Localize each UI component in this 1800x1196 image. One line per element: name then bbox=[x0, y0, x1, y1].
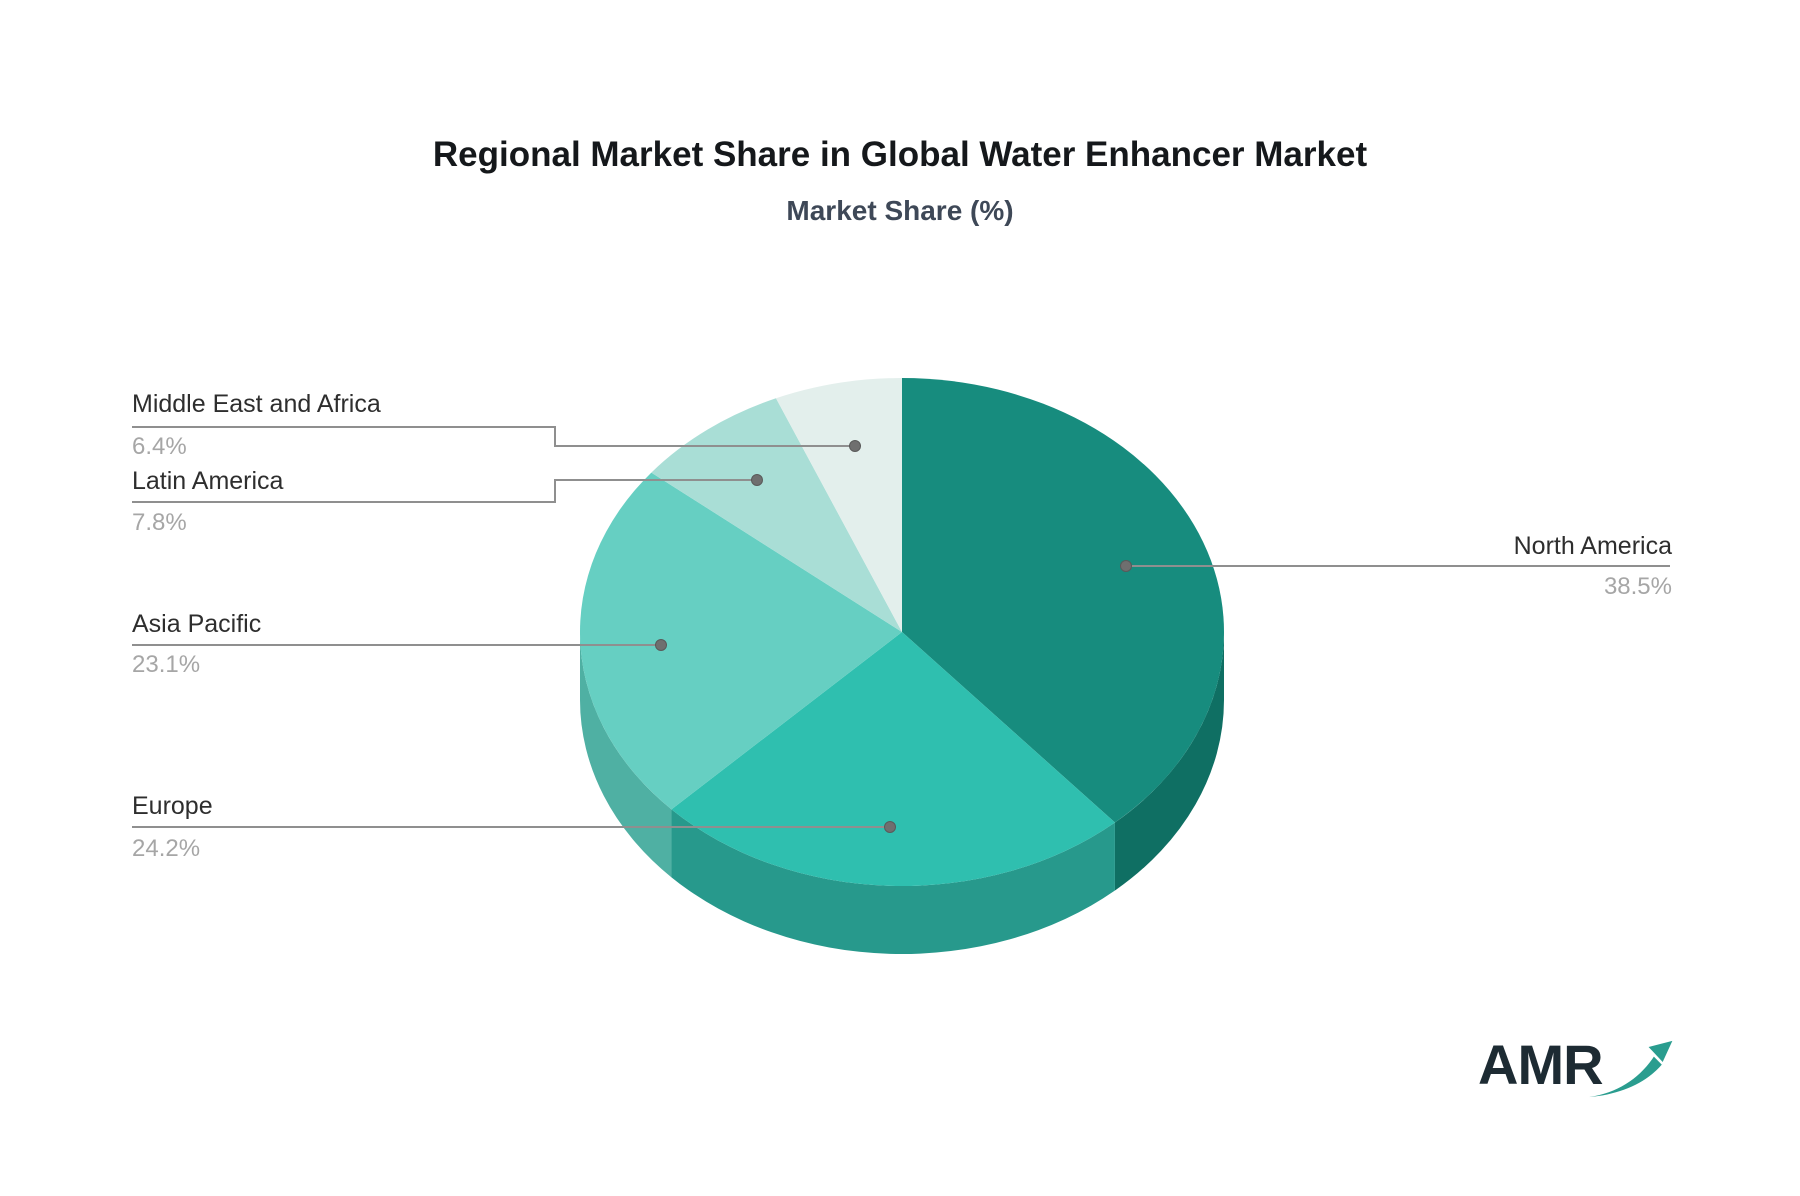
callout-dot-europe bbox=[884, 821, 896, 833]
callout-label-europe: Europe bbox=[132, 792, 213, 820]
callout-label-north-america: North America bbox=[1513, 532, 1672, 560]
pie-slice-middle-east-and-africa bbox=[775, 378, 902, 632]
pie-slice-asia-pacific bbox=[580, 472, 902, 810]
callout-value-asia-pacific: 23.1% bbox=[132, 651, 201, 678]
callout-value-middle-east-and-africa: 6.4% bbox=[132, 433, 187, 460]
growth-arrow-swoosh bbox=[1588, 1056, 1662, 1098]
callout-dot-latin-america bbox=[751, 474, 763, 486]
callout-dot-north-america bbox=[1120, 560, 1132, 572]
pie-slice-side-asia-pacific bbox=[580, 632, 672, 878]
callout-value-north-america: 38.5% bbox=[1603, 573, 1672, 600]
chart-title: Regional Market Share in Global Water En… bbox=[432, 135, 1368, 174]
amr-logo-text: AMR bbox=[1478, 1033, 1604, 1096]
chart-subtitle: Market Share (%) bbox=[786, 195, 1014, 226]
amr-logo: AMR bbox=[1478, 1036, 1675, 1100]
callout-label-asia-pacific: Asia Pacific bbox=[132, 610, 262, 638]
callout-line-middle-east-and-africa bbox=[132, 426, 855, 447]
callout-value-latin-america: 7.8% bbox=[132, 509, 187, 536]
callout-line-latin-america bbox=[132, 479, 757, 503]
callout-value-europe: 24.2% bbox=[132, 835, 201, 862]
pie-slice-north-america bbox=[902, 378, 1224, 823]
pie-slice-europe bbox=[671, 632, 1115, 886]
callout-dot-middle-east-and-africa bbox=[849, 440, 861, 452]
pie-slice-side-europe bbox=[671, 809, 1115, 955]
pie-slice-side-north-america bbox=[1114, 632, 1224, 891]
callout-label-latin-america: Latin America bbox=[132, 467, 284, 495]
pie-slice-latin-america bbox=[651, 398, 902, 632]
growth-arrow-head bbox=[1648, 1040, 1672, 1062]
callout-label-middle-east-and-africa: Middle East and Africa bbox=[132, 390, 381, 418]
growth-arrow-icon bbox=[1588, 1040, 1672, 1098]
callout-dot-asia-pacific bbox=[655, 639, 667, 651]
